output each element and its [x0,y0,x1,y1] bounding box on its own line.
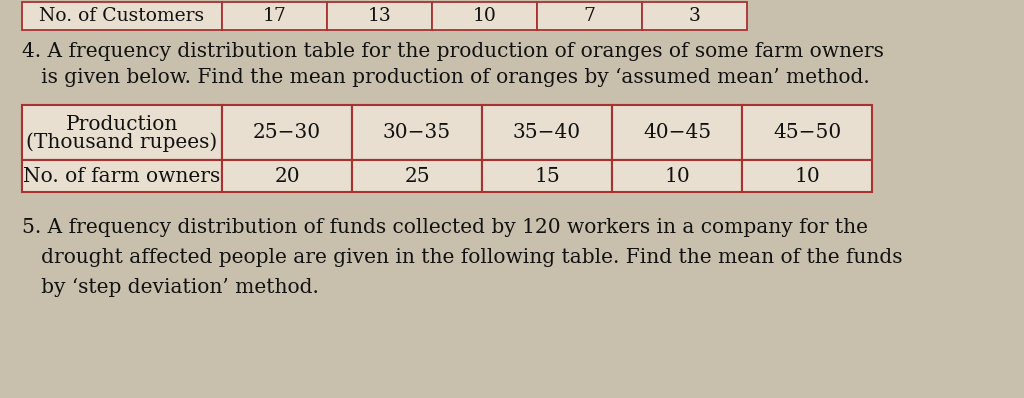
Text: 25: 25 [404,166,430,185]
Text: No. of Customers: No. of Customers [40,7,205,25]
Bar [22,105,222,160]
Text: No. of farm owners: No. of farm owners [24,166,220,185]
Bar [352,105,482,160]
Text: 5. A frequency distribution of funds collected by 120 workers in a company for t: 5. A frequency distribution of funds col… [22,218,868,237]
Text: is given below. Find the mean production of oranges by ‘assumed mean’ method.: is given below. Find the mean production… [22,68,869,87]
Text: 4. A frequency distribution table for the production of oranges of some farm own: 4. A frequency distribution table for th… [22,42,884,61]
Bar [742,105,872,160]
Bar [482,105,612,160]
Text: 17: 17 [262,7,287,25]
Text: by ‘step deviation’ method.: by ‘step deviation’ method. [22,278,318,297]
Bar [432,2,537,30]
Bar [222,160,352,192]
Bar [537,2,642,30]
Text: drought affected people are given in the following table. Find the mean of the f: drought affected people are given in the… [22,248,902,267]
Text: 15: 15 [535,166,560,185]
Bar [642,2,746,30]
Text: 25−30: 25−30 [253,123,322,142]
Bar [222,2,327,30]
Text: 35−40: 35−40 [513,123,581,142]
Text: 13: 13 [368,7,391,25]
Bar [22,160,222,192]
Bar [22,2,222,30]
Text: 3: 3 [688,7,700,25]
Text: 30−35: 30−35 [383,123,451,142]
Bar [612,105,742,160]
Bar [612,160,742,192]
Text: 20: 20 [274,166,300,185]
Text: 45−50: 45−50 [773,123,841,142]
Bar [742,160,872,192]
Text: 10: 10 [472,7,497,25]
Text: Production: Production [66,115,178,134]
Bar [352,160,482,192]
Bar [482,160,612,192]
Text: 40−45: 40−45 [643,123,711,142]
Bar [222,105,352,160]
Text: 10: 10 [795,166,820,185]
Text: 7: 7 [584,7,596,25]
Text: 10: 10 [665,166,690,185]
Text: (Thousand rupees): (Thousand rupees) [27,133,218,152]
Bar [327,2,432,30]
